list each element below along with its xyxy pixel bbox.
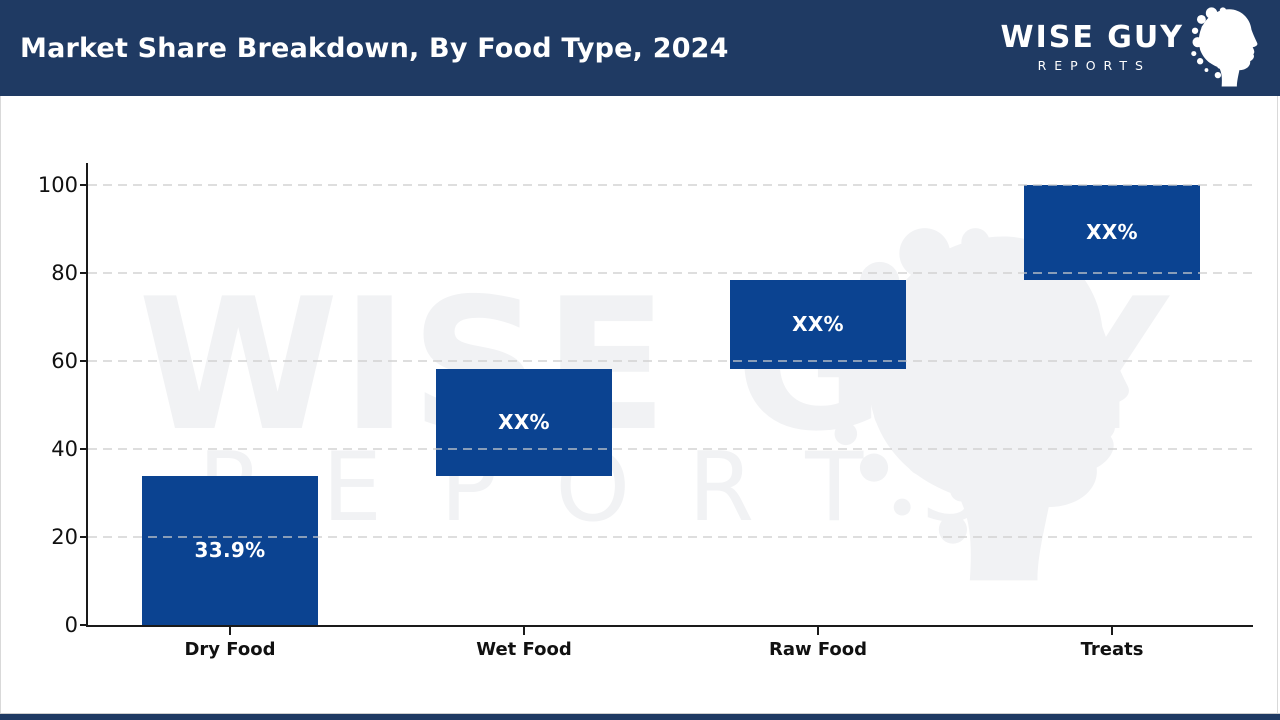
bar-dry-food: 33.9% xyxy=(142,475,318,625)
content-right-border xyxy=(1277,96,1278,713)
bar-value-label: XX% xyxy=(792,312,844,337)
page-title: Market Share Breakdown, By Food Type, 20… xyxy=(20,32,729,64)
x-axis xyxy=(86,625,1253,627)
chart-area: WISE GUY REPORTS 33.9% XX% XX% XX% 0 20 40 6… xyxy=(0,96,1280,713)
brand-name: WISE GUY xyxy=(1000,20,1184,55)
x-tick-label-raw-food: Raw Food xyxy=(768,639,868,660)
header: Market Share Breakdown, By Food Type, 20… xyxy=(0,0,1280,96)
brand-face-icon xyxy=(1190,4,1266,92)
bar-raw-food: XX% xyxy=(730,279,906,369)
x-tickmark xyxy=(229,627,231,635)
footer-bar xyxy=(0,714,1280,720)
x-tick-label-treats: Treats xyxy=(1080,639,1144,660)
y-tick-label: 80 xyxy=(51,261,78,285)
footer-hairline xyxy=(0,713,1280,714)
y-tickmark xyxy=(80,360,88,362)
x-tick-label-wet-food: Wet Food xyxy=(476,639,572,660)
x-tick-label-dry-food: Dry Food xyxy=(184,639,276,660)
content-left-border xyxy=(0,96,1,713)
y-tick-label: 40 xyxy=(51,437,78,461)
y-axis xyxy=(86,163,88,627)
gridline xyxy=(88,360,1253,362)
y-tick-label: 100 xyxy=(37,173,78,197)
y-tick-label: 0 xyxy=(64,613,78,637)
y-tickmark xyxy=(80,184,88,186)
bar-treats: XX% xyxy=(1024,185,1200,280)
y-tick-label: 20 xyxy=(51,525,78,549)
gridline xyxy=(88,448,1253,450)
x-tickmark xyxy=(523,627,525,635)
bar-value-label: XX% xyxy=(498,410,550,435)
x-tickmark xyxy=(817,627,819,635)
y-tickmark xyxy=(80,448,88,450)
bar-value-label: 33.9% xyxy=(194,538,266,563)
y-tickmark xyxy=(80,624,88,626)
y-tick-label: 60 xyxy=(51,349,78,373)
watermark-brand-subtitle: REPORTS xyxy=(198,433,1040,543)
y-tickmark xyxy=(80,272,88,274)
y-tickmark xyxy=(80,536,88,538)
x-tickmark xyxy=(1111,627,1113,635)
brand-logo: WISE GUY REPORTS xyxy=(1000,4,1266,92)
brand-logo-text: WISE GUY REPORTS xyxy=(1000,20,1184,74)
watermark-brand-name: WISE GUY xyxy=(138,259,1171,471)
brand-subtitle: REPORTS xyxy=(1037,58,1151,73)
bar-wet-food: XX% xyxy=(436,368,612,476)
bar-value-label: XX% xyxy=(1086,220,1138,245)
